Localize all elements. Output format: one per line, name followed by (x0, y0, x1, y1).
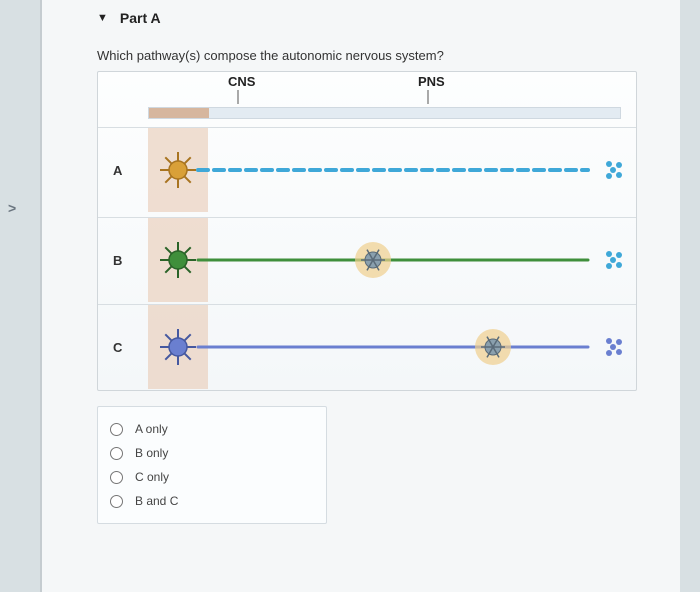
choice-bc[interactable]: B and C (110, 489, 314, 513)
question-text: Which pathway(s) compose the autonomic n… (97, 48, 655, 63)
top-track-cns (149, 108, 209, 118)
pathway-svg (98, 218, 638, 303)
choice-label: B and C (135, 494, 178, 508)
answer-choices: A only B only C only B and C (97, 406, 327, 524)
choice-label: A only (135, 422, 168, 436)
top-track (148, 107, 621, 119)
part-title: Part A (120, 10, 161, 26)
choice-label: B only (135, 446, 168, 460)
header-ticks (98, 72, 638, 107)
collapse-caret-icon[interactable]: ▼ (97, 12, 108, 24)
question-panel: ▼ Part A Which pathway(s) compose the au… (40, 0, 680, 592)
pathway-row-a: A (98, 127, 636, 212)
part-header[interactable]: ▼ Part A (97, 10, 655, 26)
pathway-diagram: CNS PNS ABC (97, 71, 637, 391)
pathway-row-b: B (98, 217, 636, 302)
choice-radio-b[interactable] (110, 447, 123, 460)
choice-b[interactable]: B only (110, 441, 314, 465)
pathway-row-c: C (98, 304, 636, 389)
pathway-svg (98, 128, 638, 213)
choice-a[interactable]: A only (110, 417, 314, 441)
choice-label: C only (135, 470, 169, 484)
choice-radio-bc[interactable] (110, 495, 123, 508)
choice-radio-a[interactable] (110, 423, 123, 436)
side-chevron[interactable]: > (8, 200, 16, 216)
choice-radio-c[interactable] (110, 471, 123, 484)
pathway-svg (98, 305, 638, 390)
choice-c[interactable]: C only (110, 465, 314, 489)
